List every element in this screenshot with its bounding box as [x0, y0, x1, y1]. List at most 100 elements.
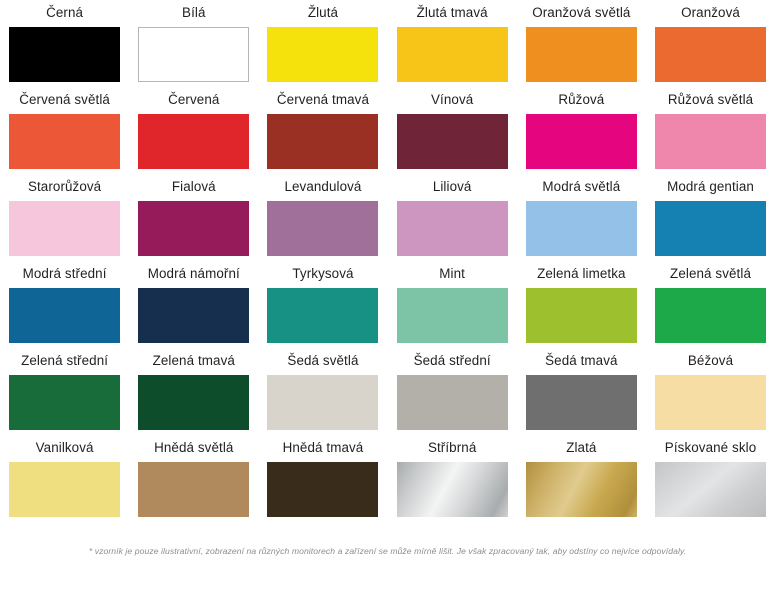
swatch-cell[interactable]: Modrá námořní — [129, 264, 258, 351]
swatch-cell[interactable]: Červená tmavá — [258, 90, 387, 177]
swatch-cell[interactable]: Mint — [388, 264, 517, 351]
swatch-cell[interactable]: Vanilková — [0, 438, 129, 525]
swatch-label: Zelená střední — [21, 353, 109, 368]
swatch-label: Žlutá tmavá — [416, 5, 488, 20]
swatch-label: Hnědá tmavá — [282, 440, 364, 455]
swatch-color-chip[interactable] — [138, 375, 250, 430]
swatch-cell[interactable]: Modrá světlá — [517, 177, 646, 264]
swatch-label: Liliová — [432, 179, 472, 194]
swatch-cell[interactable]: Modrá střední — [0, 264, 129, 351]
swatch-color-chip[interactable] — [525, 114, 637, 169]
swatch-label: Hnědá světlá — [154, 440, 234, 455]
swatch-color-chip[interactable] — [267, 288, 379, 343]
swatch-color-chip[interactable] — [655, 462, 767, 517]
swatch-cell[interactable]: Oranžová světlá — [517, 3, 646, 90]
footnote-text: * vzorník je pouze ilustrativní, zobraze… — [88, 546, 687, 556]
swatch-label: Oranžová světlá — [532, 5, 631, 20]
swatch-color-chip[interactable] — [267, 462, 379, 517]
swatch-label: Zelená tmavá — [152, 353, 235, 368]
swatch-cell[interactable]: Zelená světlá — [646, 264, 775, 351]
swatch-color-chip[interactable] — [9, 201, 121, 256]
swatch-cell[interactable]: Bílá — [129, 3, 258, 90]
swatch-cell[interactable]: Zlatá — [517, 438, 646, 525]
swatch-color-chip[interactable] — [267, 375, 379, 430]
swatch-cell[interactable]: Zelená střední — [0, 351, 129, 438]
swatch-cell[interactable]: Šedá světlá — [258, 351, 387, 438]
swatch-cell[interactable]: Hnědá světlá — [129, 438, 258, 525]
swatch-label: Levandulová — [284, 179, 362, 194]
swatch-color-chip[interactable] — [525, 201, 637, 256]
swatch-color-chip[interactable] — [655, 288, 767, 343]
swatch-color-chip[interactable] — [396, 201, 508, 256]
swatch-color-chip[interactable] — [525, 288, 637, 343]
swatch-cell[interactable]: Růžová světlá — [646, 90, 775, 177]
swatch-cell[interactable]: Vínová — [388, 90, 517, 177]
swatch-label: Šedá světlá — [287, 353, 359, 368]
swatch-label: Tyrkysová — [292, 266, 354, 281]
swatch-label: Oranžová — [681, 5, 740, 20]
swatch-label: Modrá střední — [22, 266, 107, 281]
swatch-label: Žlutá — [307, 5, 339, 20]
swatch-cell[interactable]: Levandulová — [258, 177, 387, 264]
swatch-color-chip[interactable] — [138, 462, 250, 517]
swatch-color-chip[interactable] — [655, 114, 767, 169]
swatch-label: Fialová — [171, 179, 216, 194]
swatch-color-chip[interactable] — [9, 288, 121, 343]
swatch-color-chip[interactable] — [525, 27, 637, 82]
swatch-color-chip[interactable] — [525, 462, 637, 517]
swatch-cell[interactable]: Zelená limetka — [517, 264, 646, 351]
swatch-label: Červená — [168, 92, 220, 107]
swatch-color-chip[interactable] — [396, 288, 508, 343]
swatch-color-chip[interactable] — [525, 375, 637, 430]
swatch-color-chip[interactable] — [396, 375, 508, 430]
swatch-color-chip[interactable] — [9, 375, 121, 430]
swatch-label: Stříbrná — [427, 440, 477, 455]
swatch-cell[interactable]: Žlutá tmavá — [388, 3, 517, 90]
swatch-cell[interactable]: Červená světlá — [0, 90, 129, 177]
swatch-label: Růžová světlá — [667, 92, 754, 107]
swatch-cell[interactable]: Žlutá — [258, 3, 387, 90]
swatch-cell[interactable]: Fialová — [129, 177, 258, 264]
swatch-color-chip[interactable] — [655, 201, 767, 256]
swatch-color-chip[interactable] — [267, 201, 379, 256]
swatch-label: Bílá — [182, 5, 206, 20]
swatch-label: Zelená světlá — [670, 266, 751, 281]
swatch-color-chip[interactable] — [9, 27, 121, 82]
swatch-label: Pískované sklo — [664, 440, 757, 455]
swatch-color-chip[interactable] — [9, 114, 121, 169]
swatch-label: Modrá námořní — [147, 266, 240, 281]
swatch-label: Červená světlá — [19, 92, 110, 107]
swatch-color-chip[interactable] — [655, 375, 767, 430]
swatch-cell[interactable]: Béžová — [646, 351, 775, 438]
swatch-cell[interactable]: Šedá střední — [388, 351, 517, 438]
swatch-color-chip[interactable] — [138, 114, 250, 169]
swatch-label: Vínová — [431, 92, 474, 107]
swatch-cell[interactable]: Černá — [0, 3, 129, 90]
swatch-cell[interactable]: Růžová — [517, 90, 646, 177]
swatch-cell[interactable]: Hnědá tmavá — [258, 438, 387, 525]
swatch-color-chip[interactable] — [396, 114, 508, 169]
swatch-cell[interactable]: Pískované sklo — [646, 438, 775, 525]
swatch-label: Zlatá — [566, 440, 597, 455]
swatch-color-chip[interactable] — [267, 114, 379, 169]
swatch-color-chip[interactable] — [655, 27, 767, 82]
swatch-label: Černá — [46, 5, 84, 20]
swatch-color-chip[interactable] — [138, 288, 250, 343]
swatch-cell[interactable]: Oranžová — [646, 3, 775, 90]
swatch-cell[interactable]: Šedá tmavá — [517, 351, 646, 438]
swatch-color-chip[interactable] — [9, 462, 121, 517]
swatch-color-chip[interactable] — [396, 27, 508, 82]
swatch-cell[interactable]: Modrá gentian — [646, 177, 775, 264]
swatch-color-chip[interactable] — [138, 201, 250, 256]
swatch-cell[interactable]: Starorůžová — [0, 177, 129, 264]
swatch-color-chip[interactable] — [138, 27, 250, 82]
swatch-color-chip[interactable] — [396, 462, 508, 517]
swatch-cell[interactable]: Červená — [129, 90, 258, 177]
swatch-cell[interactable]: Tyrkysová — [258, 264, 387, 351]
swatch-label: Mint — [439, 266, 465, 281]
swatch-cell[interactable]: Zelená tmavá — [129, 351, 258, 438]
swatch-cell[interactable]: Liliová — [388, 177, 517, 264]
swatch-color-chip[interactable] — [267, 27, 379, 82]
swatch-cell[interactable]: Stříbrná — [388, 438, 517, 525]
